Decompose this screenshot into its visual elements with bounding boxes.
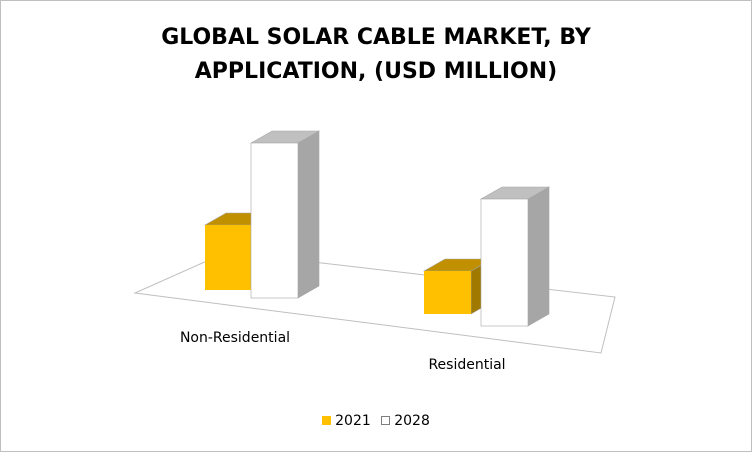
legend-item-2028: 2028 bbox=[381, 413, 430, 429]
bars-group bbox=[203, 130, 551, 327]
bar-side-residential-2028 bbox=[527, 186, 550, 327]
chart-title: GLOBAL SOLAR CABLE MARKET, BY APPLICATIO… bbox=[1, 21, 751, 89]
bar-non-residential-2028 bbox=[250, 142, 299, 299]
chart-title-line-1: GLOBAL SOLAR CABLE MARKET, BY bbox=[161, 25, 591, 50]
legend-swatch-2021 bbox=[322, 416, 332, 425]
bar-residential-2021 bbox=[424, 271, 471, 314]
chart-title-line-2: APPLICATION, (USD MILLION) bbox=[194, 59, 558, 84]
legend: 2021 2028 bbox=[1, 413, 751, 429]
legend-swatch-2028 bbox=[381, 416, 391, 425]
bar-side-non-residential-2028 bbox=[297, 130, 320, 299]
legend-label-2028: 2028 bbox=[394, 413, 430, 429]
legend-label-2021: 2021 bbox=[335, 413, 371, 429]
category-label-non-residential: Non-Residential bbox=[180, 330, 290, 346]
bar-residential-2028 bbox=[480, 198, 529, 327]
chart-floor bbox=[133, 251, 616, 354]
bar-non-residential-2021 bbox=[205, 225, 252, 290]
legend-item-2021: 2021 bbox=[322, 413, 371, 429]
category-label-residential: Residential bbox=[428, 357, 505, 373]
